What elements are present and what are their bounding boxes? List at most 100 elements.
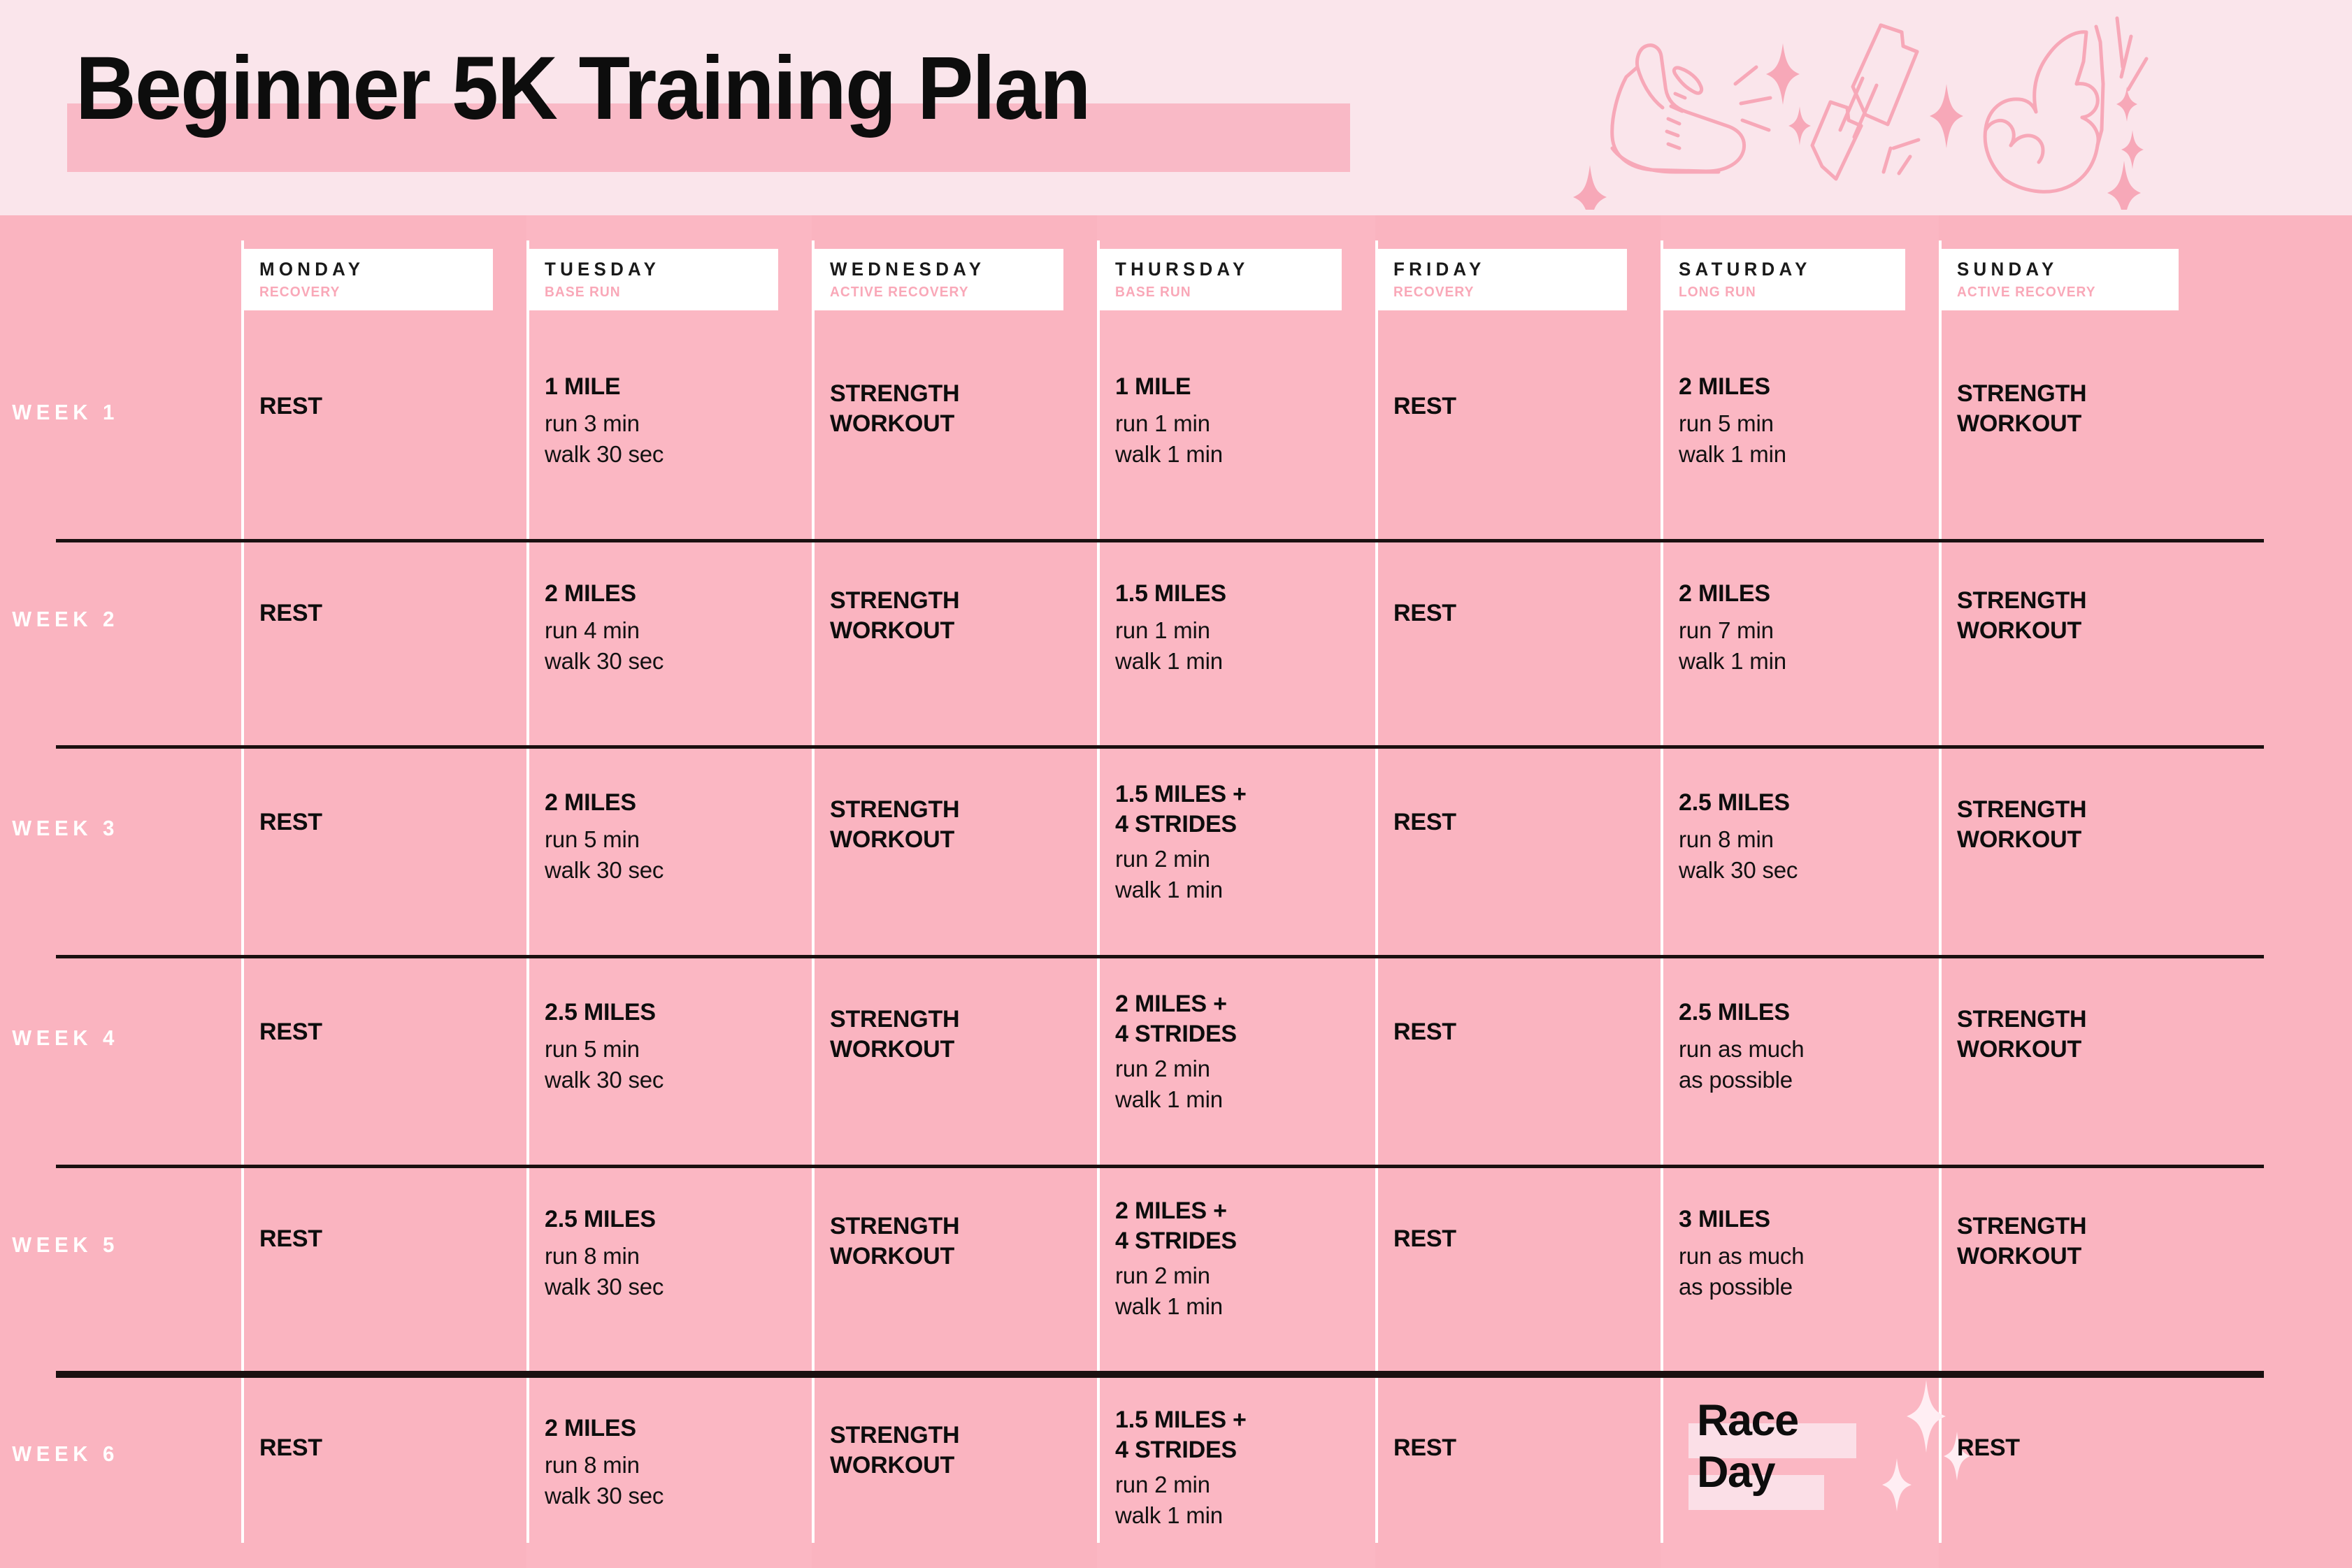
day-column-friday: FRIDAY RECOVERY xyxy=(1375,215,1661,1568)
cell-headline: REST xyxy=(1393,809,1456,835)
cell-week5-thursday: 2 MILES + 4 STRIDES run 2 min walk 1 min xyxy=(1115,1196,1375,1322)
cell-week1-friday: REST xyxy=(1393,391,1661,422)
column-header-wednesday: WEDNESDAY ACTIVE RECOVERY xyxy=(812,249,1063,310)
cell-detail: run 4 min walk 30 sec xyxy=(545,617,664,674)
bicep-speed-lines xyxy=(2115,16,2149,92)
cell-week1-wednesday: STRENGTH WORKOUT xyxy=(830,379,1097,439)
cell-headline: STRENGTH WORKOUT xyxy=(830,587,960,644)
sparkle-icon xyxy=(1944,1432,1970,1481)
cell-headline: REST xyxy=(259,1019,322,1045)
column-day-label: TUESDAY xyxy=(545,259,661,280)
cell-headline: STRENGTH WORKOUT xyxy=(1957,1006,2087,1063)
column-day-label: SUNDAY xyxy=(1957,259,2058,280)
cell-headline: 1.5 MILES xyxy=(1115,580,1226,607)
cell-headline: STRENGTH WORKOUT xyxy=(1957,587,2087,644)
table-row: WEEK 4 REST 2.5 MILES run 5 min walk 30 … xyxy=(0,958,2352,1168)
header-illustration xyxy=(1573,16,2149,210)
row-divider xyxy=(56,1371,2264,1374)
column-day-label: MONDAY xyxy=(259,259,365,280)
cell-headline: STRENGTH WORKOUT xyxy=(830,796,960,853)
cell-headline: REST xyxy=(259,1225,322,1252)
week-rows: WEEK 1 REST 1 MILE run 3 min walk 30 sec… xyxy=(0,215,2352,1568)
cell-detail: run 1 min walk 1 min xyxy=(1115,410,1223,467)
day-column-tuesday: TUESDAY BASE RUN xyxy=(526,215,812,1568)
row-divider xyxy=(56,1374,2264,1378)
column-divider xyxy=(812,240,815,1543)
cell-headline: 1 MILE xyxy=(545,373,621,400)
cell-week5-monday: REST xyxy=(259,1224,526,1254)
cell-headline: STRENGTH WORKOUT xyxy=(830,1006,960,1063)
table-row: WEEK 6 REST 2 MILES run 8 min walk 30 se… xyxy=(0,1374,2352,1568)
cell-week4-friday: REST xyxy=(1393,1017,1661,1047)
race-day-badge: Race Day xyxy=(1688,1395,1856,1510)
cell-week6-saturday: Race Day xyxy=(1679,1374,1970,1568)
day-column-saturday: SATURDAY LONG RUN xyxy=(1661,215,1939,1568)
cell-headline: REST xyxy=(1393,1434,1456,1461)
cell-headline: REST xyxy=(1393,393,1456,419)
day-column-thursday: THURSDAY BASE RUN xyxy=(1097,215,1375,1568)
cell-week6-tuesday: 2 MILES run 8 min walk 30 sec xyxy=(545,1414,812,1511)
cell-headline: REST xyxy=(1393,600,1456,626)
cell-headline: STRENGTH WORKOUT xyxy=(830,380,960,437)
race-day-text-1: Race xyxy=(1697,1396,1799,1445)
cell-week1-tuesday: 1 MILE run 3 min walk 30 sec xyxy=(545,372,812,470)
cell-week5-friday: REST xyxy=(1393,1224,1661,1254)
flexed-bicep-icon xyxy=(1983,24,2105,194)
cell-week4-monday: REST xyxy=(259,1017,526,1047)
cell-week3-thursday: 1.5 MILES + 4 STRIDES run 2 min walk 1 m… xyxy=(1115,779,1375,905)
column-divider xyxy=(526,240,529,1543)
cell-week2-friday: REST xyxy=(1393,598,1661,628)
race-day-sparkles xyxy=(1882,1380,1970,1511)
column-focus-label: ACTIVE RECOVERY xyxy=(830,285,969,300)
cell-headline: 1.5 MILES + 4 STRIDES xyxy=(1115,1407,1247,1463)
cell-detail: run 5 min walk 30 sec xyxy=(545,1036,664,1093)
cell-headline: 1 MILE xyxy=(1115,373,1191,400)
cell-headline: 2 MILES + 4 STRIDES xyxy=(1115,991,1237,1047)
cell-week2-wednesday: STRENGTH WORKOUT xyxy=(830,586,1097,646)
cell-detail: run 8 min walk 30 sec xyxy=(545,1243,664,1300)
cell-headline: 1.5 MILES + 4 STRIDES xyxy=(1115,781,1247,837)
cell-detail: run 2 min walk 1 min xyxy=(1115,1056,1223,1112)
cell-week5-wednesday: STRENGTH WORKOUT xyxy=(830,1211,1097,1272)
cell-headline: 2.5 MILES xyxy=(545,999,656,1026)
cell-week2-tuesday: 2 MILES run 4 min walk 30 sec xyxy=(545,579,812,677)
cell-week4-wednesday: STRENGTH WORKOUT xyxy=(830,1005,1097,1065)
table-row: WEEK 2 REST 2 MILES run 4 min walk 30 se… xyxy=(0,542,2352,749)
column-day-label: SATURDAY xyxy=(1679,259,1812,280)
cell-week6-monday: REST xyxy=(259,1433,526,1463)
row-divider xyxy=(56,1165,2264,1168)
table-row: WEEK 5 REST 2.5 MILES run 8 min walk 30 … xyxy=(0,1168,2352,1374)
cell-detail: run 2 min walk 1 min xyxy=(1115,1472,1223,1528)
page-header: Beginner 5K Training Plan xyxy=(0,0,2352,215)
day-columns: MONDAY RECOVERY TUESDAY BASE RUN WEDNESD… xyxy=(241,215,2352,1568)
race-day-line-2: Day xyxy=(1688,1447,1824,1510)
cell-headline: REST xyxy=(259,600,322,626)
column-header-saturday: SATURDAY LONG RUN xyxy=(1661,249,1905,310)
cell-detail: run 5 min walk 1 min xyxy=(1679,410,1786,467)
race-day-text-2: Day xyxy=(1697,1448,1776,1497)
cell-headline: 2.5 MILES xyxy=(1679,999,1790,1026)
cell-headline: 3 MILES xyxy=(1679,1206,1770,1232)
column-divider xyxy=(241,240,244,1543)
cell-week4-thursday: 2 MILES + 4 STRIDES run 2 min walk 1 min xyxy=(1115,989,1375,1115)
cell-detail: run 8 min walk 30 sec xyxy=(1679,826,1798,883)
cell-headline: STRENGTH WORKOUT xyxy=(830,1422,960,1479)
cell-headline: REST xyxy=(259,809,322,835)
cell-headline: STRENGTH WORKOUT xyxy=(1957,1213,2087,1269)
cell-week3-wednesday: STRENGTH WORKOUT xyxy=(830,795,1097,855)
title-highlight-bar xyxy=(67,103,1350,172)
cell-headline: REST xyxy=(259,1434,322,1461)
cell-week3-monday: REST xyxy=(259,807,526,837)
cell-detail: run 5 min walk 30 sec xyxy=(545,826,664,883)
cell-detail: run 3 min walk 30 sec xyxy=(545,410,664,467)
row-divider xyxy=(56,955,2264,958)
cell-detail: run 8 min walk 30 sec xyxy=(545,1452,664,1509)
dumbbell-speed-lines xyxy=(1881,138,1921,175)
cell-week1-saturday: 2 MILES run 5 min walk 1 min xyxy=(1679,372,1939,470)
cell-headline: REST xyxy=(1393,1225,1456,1252)
column-header-tuesday: TUESDAY BASE RUN xyxy=(526,249,778,310)
row-divider xyxy=(56,745,2264,749)
week-label: WEEK 2 xyxy=(12,607,120,631)
shoe-speed-lines xyxy=(1733,65,1772,132)
cell-week5-tuesday: 2.5 MILES run 8 min walk 30 sec xyxy=(545,1204,812,1302)
